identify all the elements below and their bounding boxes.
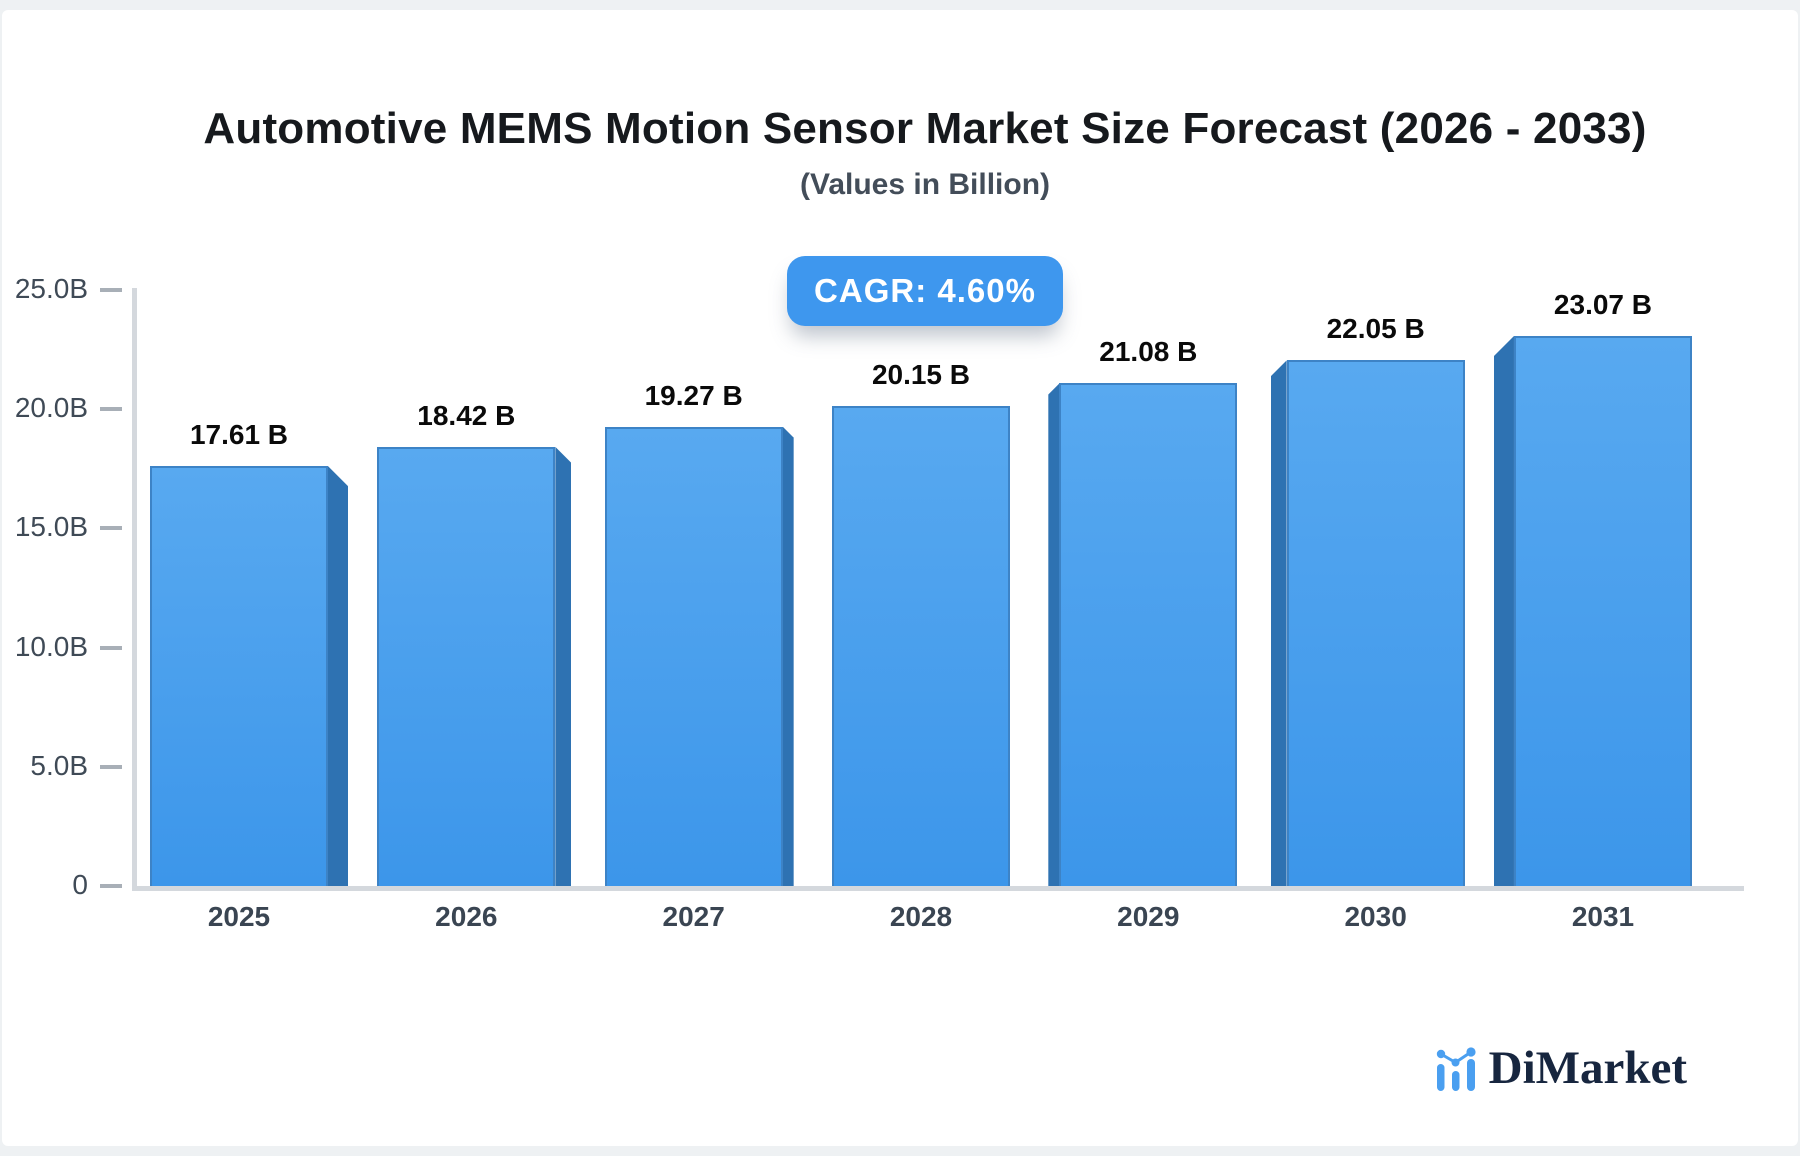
y-axis-tick-label: 10.0B <box>14 630 88 662</box>
bar-value-label: 18.42 B <box>417 399 516 431</box>
x-axis-baseline <box>132 886 1744 891</box>
bar-value-label: 20.15 B <box>871 358 971 390</box>
bar-side-2029 <box>1048 383 1060 886</box>
bar-2029 <box>1059 383 1238 886</box>
brand-logo: DiMarket <box>1436 1042 1687 1094</box>
bar-side-2031 <box>1493 336 1514 886</box>
y-axis-tick-label: 5.0B <box>30 749 88 781</box>
y-axis-tick-mark <box>100 288 122 292</box>
bar-2028 <box>831 405 1010 886</box>
bar-2030 <box>1286 360 1465 886</box>
chart-subtitle: (Values in Billion) <box>799 168 1051 201</box>
y-axis-tick-mark <box>100 645 122 650</box>
y-axis-tick-label: 15.0B <box>14 511 88 543</box>
y-axis-tick-label: 25.0B <box>14 273 88 304</box>
x-axis-label-2025: 2025 <box>207 901 271 932</box>
y-axis-tick-mark <box>100 884 122 888</box>
x-axis-label-2031: 2031 <box>1571 901 1635 932</box>
x-axis-label-2027: 2027 <box>662 901 725 932</box>
x-axis-label-2030: 2030 <box>1344 901 1407 932</box>
y-axis-tick-label: 0 <box>72 869 88 900</box>
bar-2026 <box>377 446 556 886</box>
x-axis-label-2026: 2026 <box>435 901 498 932</box>
y-axis-tick-mark <box>100 764 122 769</box>
y-axis-tick-mark <box>100 526 122 531</box>
bar-2031 <box>1513 336 1692 886</box>
bar-value-label: 21.08 B <box>1099 336 1198 368</box>
bar-2027 <box>604 426 783 886</box>
bar-side-2030 <box>1270 360 1287 886</box>
chart-title: Automotive MEMS Motion Sensor Market Siz… <box>203 104 1647 153</box>
bar-side-2027 <box>782 426 794 886</box>
bar-side-2026 <box>555 446 572 886</box>
x-axis-label-2029: 2029 <box>1117 901 1180 932</box>
bar-chart-sparkline-icon <box>1436 1047 1476 1091</box>
y-axis-tick-label: 20.0B <box>14 392 88 424</box>
bar-value-label: 23.07 B <box>1553 289 1652 320</box>
bar-value-label: 17.61 B <box>189 419 289 451</box>
y-axis-line <box>132 288 137 891</box>
y-axis-tick-mark <box>100 407 122 412</box>
bar-value-label: 19.27 B <box>644 379 743 411</box>
brand-name: DiMarket <box>1488 1042 1687 1094</box>
cagr-badge: CAGR: 4.60% <box>787 256 1063 326</box>
bar-side-2025 <box>328 466 348 886</box>
bar-2025 <box>150 466 328 886</box>
x-axis-label-2028: 2028 <box>889 901 953 932</box>
bar-value-label: 22.05 B <box>1326 313 1425 345</box>
